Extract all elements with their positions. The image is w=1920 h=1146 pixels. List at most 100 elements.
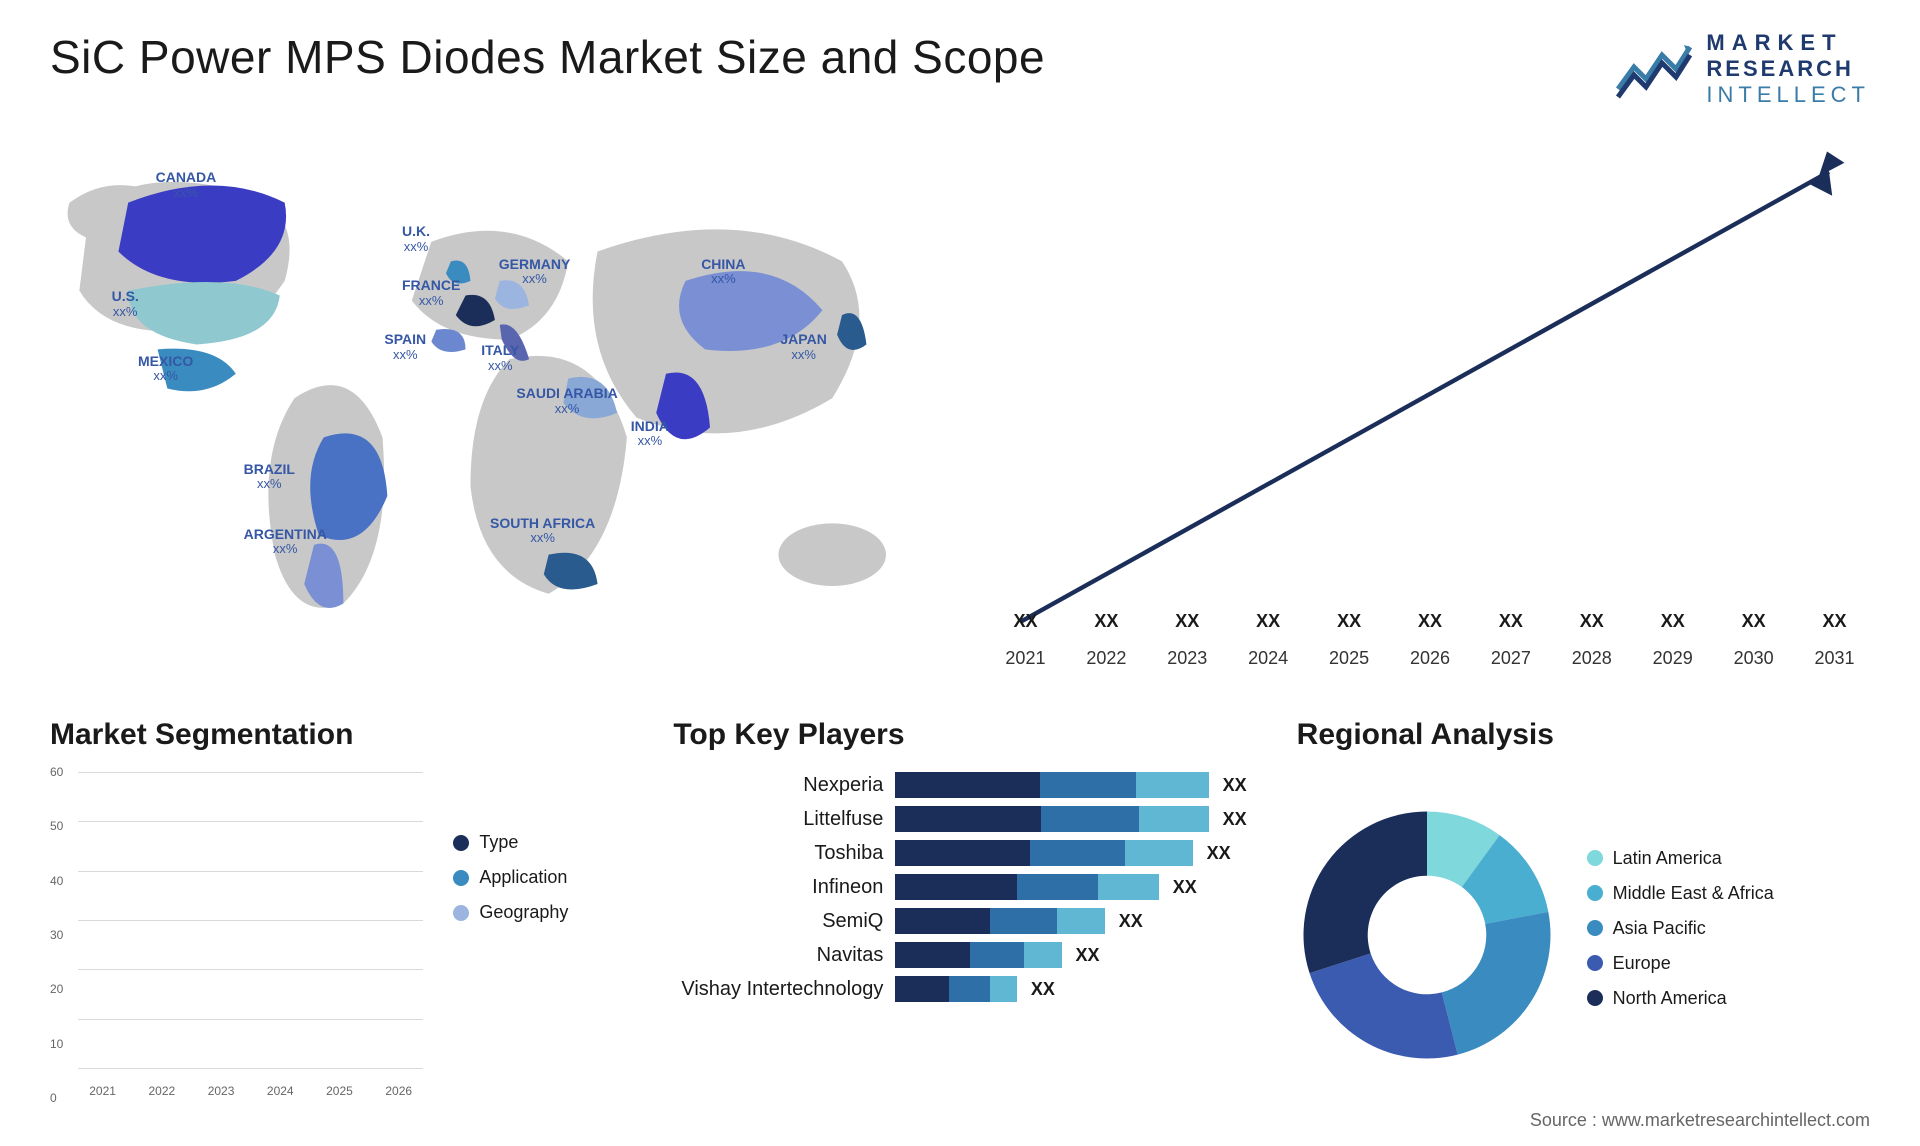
seg-xaxis-label: 2022 xyxy=(137,1084,186,1098)
growth-bar-label: XX xyxy=(1499,611,1523,632)
growth-xaxis-label: 2029 xyxy=(1637,648,1708,678)
map-label: U.K.xx% xyxy=(402,224,430,254)
key-player-value: XX xyxy=(1031,979,1055,1000)
growth-bar: XX xyxy=(1637,611,1708,638)
map-label: ITALYxx% xyxy=(481,343,519,373)
key-player-value: XX xyxy=(1119,911,1143,932)
growth-xaxis-label: 2021 xyxy=(990,648,1061,678)
growth-bar-label: XX xyxy=(1094,611,1118,632)
key-player-name: Littelfuse xyxy=(673,808,883,831)
growth-bar-label: XX xyxy=(1337,611,1361,632)
growth-bar: XX xyxy=(1556,611,1627,638)
map-label: SOUTH AFRICAxx% xyxy=(490,516,595,546)
growth-bar: XX xyxy=(990,611,1061,638)
growth-bar-label: XX xyxy=(1013,611,1037,632)
world-map xyxy=(50,138,930,678)
key-player-name: Vishay Intertechnology xyxy=(673,978,883,1001)
legend-label: Europe xyxy=(1613,953,1671,974)
key-player-value: XX xyxy=(1173,877,1197,898)
legend-item: Middle East & Africa xyxy=(1587,883,1870,904)
header: SiC Power MPS Diodes Market Size and Sco… xyxy=(50,30,1870,108)
seg-y-label: 10 xyxy=(50,1037,63,1051)
growth-bar: XX xyxy=(1475,611,1546,638)
growth-bar-label: XX xyxy=(1742,611,1766,632)
legend-swatch xyxy=(453,905,469,921)
regional-title: Regional Analysis xyxy=(1297,718,1870,752)
key-player-row: Toshiba XX xyxy=(673,840,1246,866)
segmentation-legend: Type Application Geography xyxy=(453,772,623,1098)
seg-y-label: 0 xyxy=(50,1091,57,1105)
legend-label: Geography xyxy=(479,902,568,923)
growth-bar: XX xyxy=(1071,611,1142,638)
map-label: BRAZILxx% xyxy=(244,462,295,492)
legend-label: Application xyxy=(479,867,567,888)
legend-item: Europe xyxy=(1587,953,1870,974)
key-player-name: Toshiba xyxy=(673,842,883,865)
legend-label: Asia Pacific xyxy=(1613,918,1706,939)
growth-xaxis-label: 2028 xyxy=(1556,648,1627,678)
regional-panel: Regional Analysis Latin America Middle Ea… xyxy=(1297,718,1870,1098)
seg-xaxis-label: 2023 xyxy=(196,1084,245,1098)
source-attribution: Source : www.marketresearchintellect.com xyxy=(1530,1110,1870,1131)
bottom-row: Market Segmentation 20212022202320242025… xyxy=(50,718,1870,1098)
page-title: SiC Power MPS Diodes Market Size and Sco… xyxy=(50,30,1045,84)
key-player-value: XX xyxy=(1223,809,1247,830)
legend-label: Type xyxy=(479,832,518,853)
legend-swatch xyxy=(1587,955,1603,971)
growth-bar-label: XX xyxy=(1823,611,1847,632)
growth-bar-label: XX xyxy=(1175,611,1199,632)
segmentation-panel: Market Segmentation 20212022202320242025… xyxy=(50,718,623,1098)
map-label: MEXICOxx% xyxy=(138,354,193,384)
legend-item: Type xyxy=(453,832,623,853)
top-row: CANADAxx%U.S.xx%MEXICOxx%BRAZILxx%ARGENT… xyxy=(50,138,1870,678)
legend-label: Latin America xyxy=(1613,848,1722,869)
map-label: SAUDI ARABIAxx% xyxy=(516,386,617,416)
growth-bar-label: XX xyxy=(1256,611,1280,632)
growth-chart-panel: XXXXXXXXXXXXXXXXXXXXXX 20212022202320242… xyxy=(990,138,1870,678)
key-player-name: SemiQ xyxy=(673,910,883,933)
legend-label: Middle East & Africa xyxy=(1613,883,1774,904)
legend-swatch xyxy=(1587,850,1603,866)
map-label: CANADAxx% xyxy=(156,170,217,200)
seg-y-label: 20 xyxy=(50,982,63,996)
regional-donut-chart xyxy=(1297,805,1557,1065)
donut-segment xyxy=(1441,912,1550,1055)
growth-xaxis-label: 2022 xyxy=(1071,648,1142,678)
key-player-value: XX xyxy=(1207,843,1231,864)
segmentation-chart: 202120222023202420252026 0102030405060 xyxy=(50,772,423,1098)
growth-bar-label: XX xyxy=(1580,611,1604,632)
seg-xaxis-label: 2021 xyxy=(78,1084,127,1098)
key-player-row: NexperiaXX xyxy=(673,772,1246,798)
growth-xaxis-label: 2031 xyxy=(1799,648,1870,678)
growth-xaxis-label: 2027 xyxy=(1475,648,1546,678)
growth-xaxis-label: 2024 xyxy=(1233,648,1304,678)
world-map-panel: CANADAxx%U.S.xx%MEXICOxx%BRAZILxx%ARGENT… xyxy=(50,138,930,678)
growth-xaxis-label: 2025 xyxy=(1314,648,1385,678)
key-player-name: Navitas xyxy=(673,944,883,967)
seg-xaxis-label: 2024 xyxy=(256,1084,305,1098)
key-players-panel: Top Key Players NexperiaXXLittelfuseXXTo… xyxy=(673,718,1246,1098)
map-label: ARGENTINAxx% xyxy=(244,527,327,557)
growth-bar: XX xyxy=(1152,611,1223,638)
donut-segment xyxy=(1303,812,1427,974)
map-label: JAPANxx% xyxy=(780,332,826,362)
key-player-row: Vishay Intertechnology XX xyxy=(673,976,1246,1002)
growth-bar: XX xyxy=(1395,611,1466,638)
key-player-value: XX xyxy=(1223,775,1247,796)
key-player-value: XX xyxy=(1076,945,1100,966)
growth-bar-label: XX xyxy=(1661,611,1685,632)
seg-y-label: 40 xyxy=(50,874,63,888)
growth-bar: XX xyxy=(1718,611,1789,638)
seg-y-label: 50 xyxy=(50,819,63,833)
legend-item: North America xyxy=(1587,988,1870,1009)
growth-bar: XX xyxy=(1314,611,1385,638)
legend-swatch xyxy=(1587,920,1603,936)
segmentation-title: Market Segmentation xyxy=(50,718,623,752)
legend-item: Geography xyxy=(453,902,623,923)
logo-icon xyxy=(1614,37,1694,101)
seg-y-label: 60 xyxy=(50,765,63,779)
map-label: FRANCExx% xyxy=(402,278,460,308)
key-player-row: Navitas XX xyxy=(673,942,1246,968)
donut-segment xyxy=(1309,953,1457,1058)
seg-y-label: 30 xyxy=(50,928,63,942)
